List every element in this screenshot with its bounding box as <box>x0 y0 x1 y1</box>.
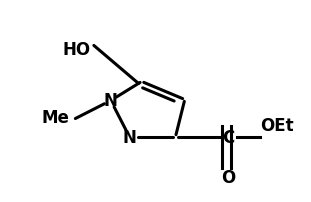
Text: OEt: OEt <box>260 116 294 134</box>
Text: Me: Me <box>41 108 69 126</box>
Text: N: N <box>122 128 136 146</box>
Text: O: O <box>221 168 235 186</box>
Text: HO: HO <box>63 41 91 59</box>
Text: N: N <box>104 92 118 110</box>
Text: C: C <box>222 128 234 146</box>
